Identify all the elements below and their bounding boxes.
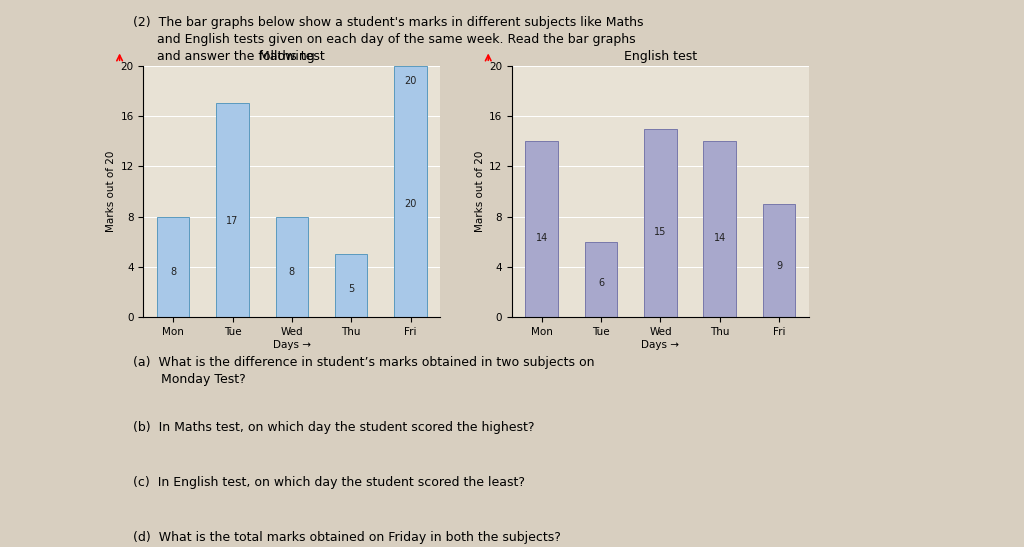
Text: 20: 20	[404, 75, 417, 86]
Bar	[644, 129, 677, 317]
Bar	[394, 66, 427, 317]
Bar	[703, 141, 736, 317]
X-axis label: Days →: Days →	[641, 340, 680, 350]
Title: English test: English test	[624, 50, 697, 63]
Text: (2)  The bar graphs below show a student's marks in different subjects like Math: (2) The bar graphs below show a student'…	[133, 16, 644, 63]
Text: 9: 9	[776, 261, 782, 271]
Text: 17: 17	[226, 216, 239, 226]
Bar	[275, 217, 308, 317]
Text: 20: 20	[404, 199, 417, 209]
Text: 15: 15	[654, 228, 667, 237]
Text: 8: 8	[170, 267, 176, 277]
Text: (b)  In Maths test, on which day the student scored the highest?: (b) In Maths test, on which day the stud…	[133, 421, 535, 434]
Y-axis label: Marks out of 20: Marks out of 20	[475, 151, 484, 232]
Bar	[216, 103, 249, 317]
Text: 6: 6	[598, 278, 604, 288]
Bar	[585, 242, 617, 317]
Text: (d)  What is the total marks obtained on Friday in both the subjects?: (d) What is the total marks obtained on …	[133, 531, 561, 544]
X-axis label: Days →: Days →	[272, 340, 311, 350]
Bar	[335, 254, 368, 317]
Text: (a)  What is the difference in student’s marks obtained in two subjects on
     : (a) What is the difference in student’s …	[133, 356, 595, 386]
Bar	[157, 217, 189, 317]
Text: 14: 14	[714, 233, 726, 243]
Title: Maths test: Maths test	[259, 50, 325, 63]
Y-axis label: Marks out of 20: Marks out of 20	[106, 151, 116, 232]
Text: 14: 14	[536, 233, 548, 243]
Bar	[763, 204, 796, 317]
Bar	[525, 141, 558, 317]
Text: (c)  In English test, on which day the student scored the least?: (c) In English test, on which day the st…	[133, 476, 525, 489]
Text: 5: 5	[348, 284, 354, 294]
Text: 8: 8	[289, 267, 295, 277]
